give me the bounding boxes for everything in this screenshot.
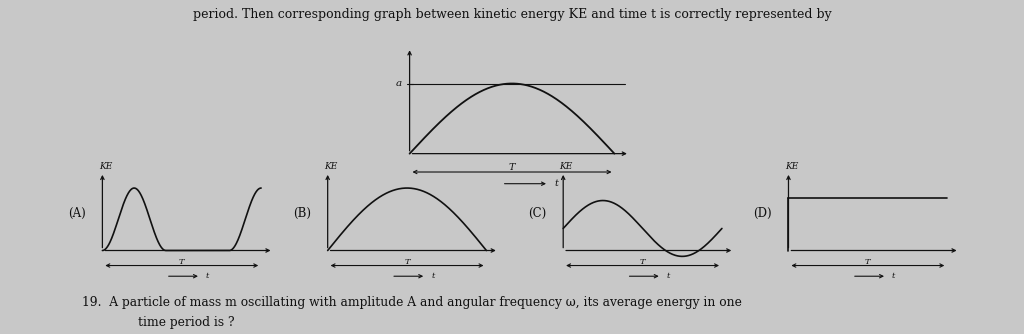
Text: KE: KE <box>784 162 799 171</box>
Text: t: t <box>206 272 209 280</box>
Text: time period is ?: time period is ? <box>138 316 234 329</box>
Text: (A): (A) <box>68 207 86 220</box>
Text: t: t <box>892 272 895 280</box>
Text: KE: KE <box>98 162 113 171</box>
Text: (C): (C) <box>528 207 547 220</box>
Text: period. Then corresponding graph between kinetic energy KE and time t is correct: period. Then corresponding graph between… <box>193 8 831 21</box>
Text: (B): (B) <box>293 207 311 220</box>
Text: T: T <box>404 258 410 266</box>
Text: T: T <box>640 258 645 266</box>
Text: T: T <box>179 258 184 266</box>
Text: T: T <box>865 258 870 266</box>
Text: (D): (D) <box>754 207 772 220</box>
Text: t: t <box>554 179 558 188</box>
Text: t: t <box>667 272 670 280</box>
Text: t: t <box>431 272 434 280</box>
Text: T: T <box>509 163 515 172</box>
Text: 19.  A particle of mass m oscillating with amplitude A and angular frequency ω, : 19. A particle of mass m oscillating wit… <box>82 296 741 309</box>
Text: a: a <box>395 79 401 88</box>
Text: KE: KE <box>559 162 573 171</box>
Text: KE: KE <box>324 162 338 171</box>
